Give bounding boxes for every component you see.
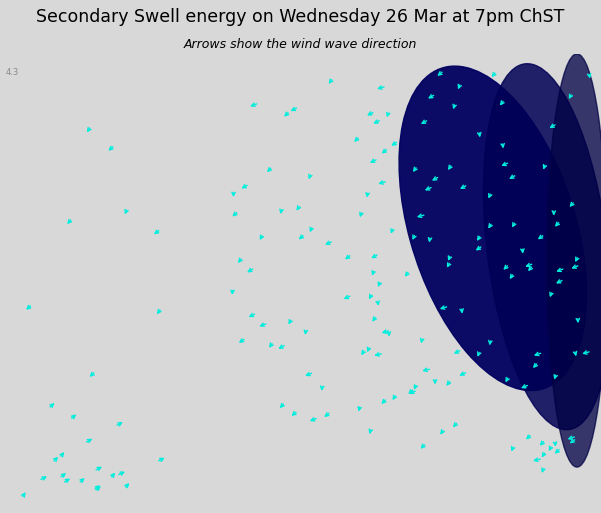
Text: Secondary Swell energy on Wednesday 26 Mar at 7pm ChST: Secondary Swell energy on Wednesday 26 M… (36, 8, 565, 26)
Text: Arrows show the wind wave direction: Arrows show the wind wave direction (184, 37, 417, 51)
Text: 4.3: 4.3 (6, 68, 19, 76)
Ellipse shape (483, 64, 601, 430)
Ellipse shape (399, 66, 587, 390)
Ellipse shape (547, 54, 601, 467)
